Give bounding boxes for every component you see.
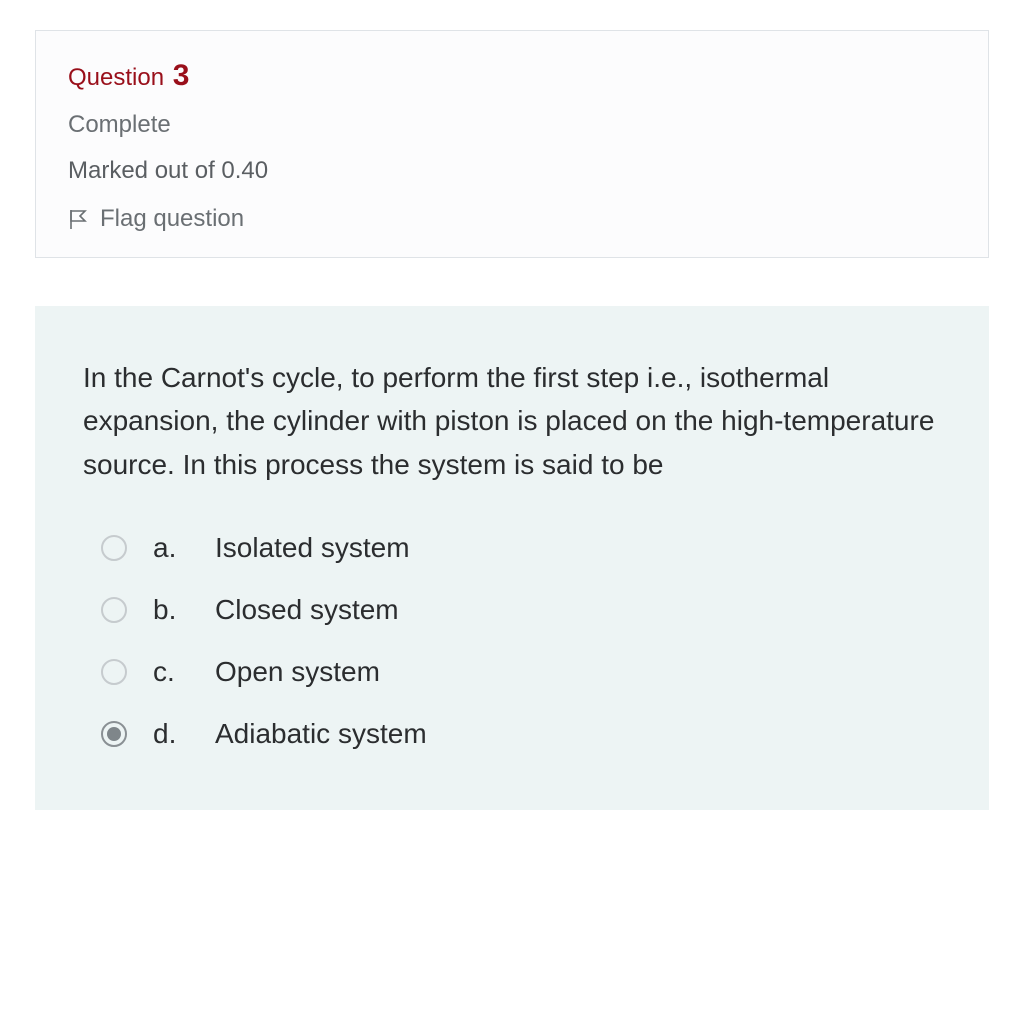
flag-question-text: Flag question bbox=[100, 205, 244, 233]
option-text: Closed system bbox=[215, 594, 941, 626]
question-label-prefix: Question bbox=[68, 64, 164, 91]
option-letter: a. bbox=[153, 532, 189, 564]
question-info-panel: Question 3 Complete Marked out of 0.40 F… bbox=[35, 30, 989, 258]
option-a[interactable]: a. Isolated system bbox=[101, 532, 941, 564]
flag-question-link[interactable]: Flag question bbox=[68, 205, 956, 233]
option-d[interactable]: d. Adiabatic system bbox=[101, 718, 941, 750]
question-marks: Marked out of 0.40 bbox=[68, 157, 956, 185]
option-letter: b. bbox=[153, 594, 189, 626]
flag-icon bbox=[68, 208, 90, 230]
question-label: Question 3 bbox=[68, 59, 956, 93]
option-c[interactable]: c. Open system bbox=[101, 656, 941, 688]
radio-c[interactable] bbox=[101, 659, 127, 685]
question-text: In the Carnot's cycle, to perform the fi… bbox=[83, 356, 941, 486]
option-b[interactable]: b. Closed system bbox=[101, 594, 941, 626]
option-letter: c. bbox=[153, 656, 189, 688]
question-number: 3 bbox=[173, 59, 190, 92]
question-status: Complete bbox=[68, 111, 956, 139]
answer-options: a. Isolated system b. Closed system c. O… bbox=[83, 532, 941, 750]
radio-d[interactable] bbox=[101, 721, 127, 747]
radio-b[interactable] bbox=[101, 597, 127, 623]
option-text: Open system bbox=[215, 656, 941, 688]
option-text: Adiabatic system bbox=[215, 718, 941, 750]
radio-a[interactable] bbox=[101, 535, 127, 561]
option-letter: d. bbox=[153, 718, 189, 750]
question-content-panel: In the Carnot's cycle, to perform the fi… bbox=[35, 306, 989, 810]
option-text: Isolated system bbox=[215, 532, 941, 564]
